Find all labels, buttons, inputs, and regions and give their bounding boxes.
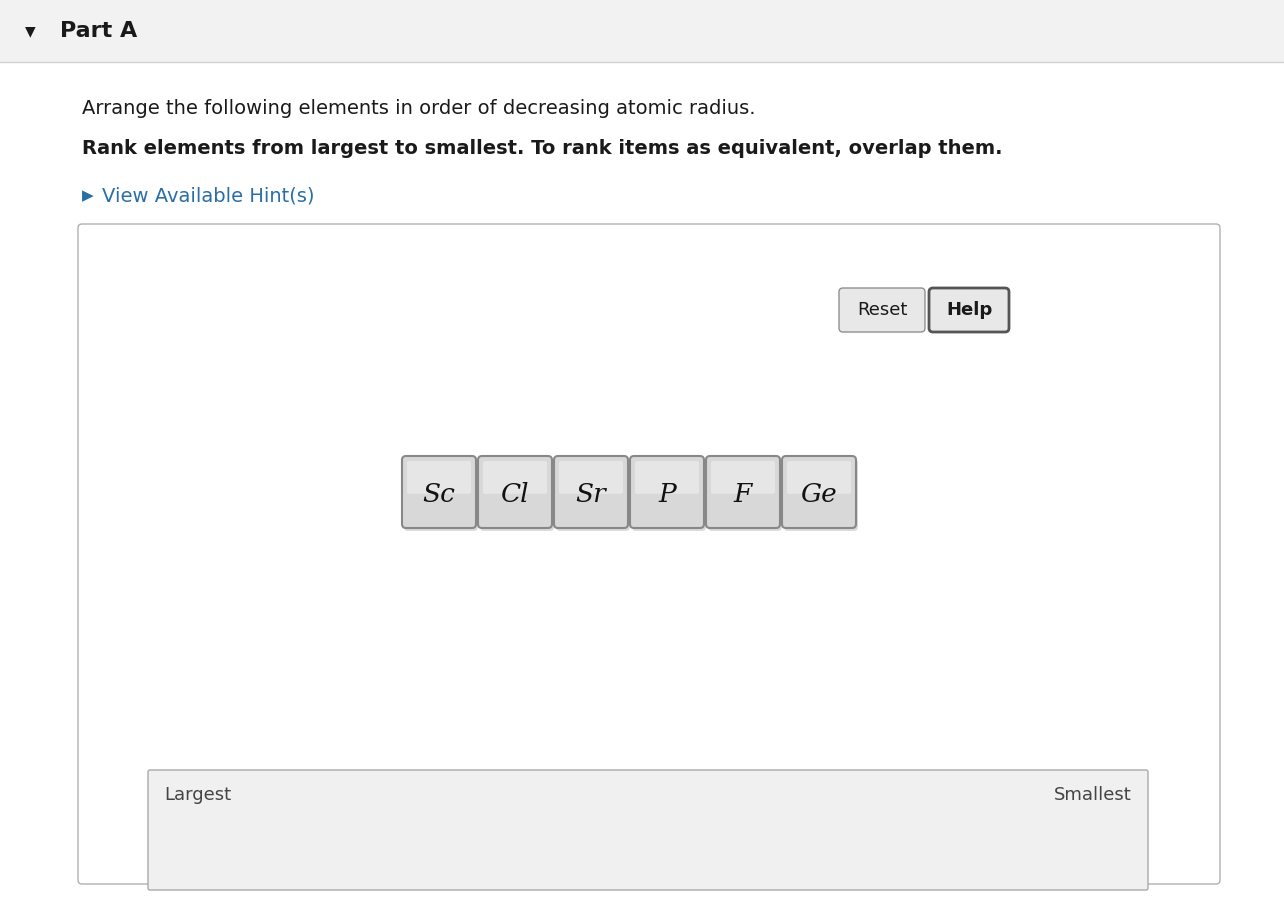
FancyBboxPatch shape	[782, 456, 856, 528]
Text: View Available Hint(s): View Available Hint(s)	[101, 186, 315, 205]
FancyBboxPatch shape	[483, 461, 547, 494]
FancyBboxPatch shape	[556, 459, 630, 531]
FancyBboxPatch shape	[706, 456, 779, 528]
FancyBboxPatch shape	[148, 770, 1148, 890]
FancyBboxPatch shape	[559, 461, 623, 494]
FancyBboxPatch shape	[553, 456, 628, 528]
FancyBboxPatch shape	[404, 459, 478, 531]
FancyBboxPatch shape	[930, 288, 1009, 332]
Text: F: F	[734, 482, 752, 507]
Text: Reset: Reset	[856, 301, 908, 319]
FancyBboxPatch shape	[630, 456, 704, 528]
FancyBboxPatch shape	[632, 459, 706, 531]
Text: Help: Help	[946, 301, 993, 319]
FancyBboxPatch shape	[636, 461, 698, 494]
Text: ▼: ▼	[24, 24, 36, 38]
FancyBboxPatch shape	[711, 461, 776, 494]
FancyBboxPatch shape	[480, 459, 553, 531]
FancyBboxPatch shape	[838, 288, 924, 332]
Text: Sc: Sc	[422, 482, 456, 507]
Text: Arrange the following elements in order of decreasing atomic radius.: Arrange the following elements in order …	[82, 98, 755, 118]
Text: Largest: Largest	[164, 786, 231, 804]
Text: Rank elements from largest to smallest. To rank items as equivalent, overlap the: Rank elements from largest to smallest. …	[82, 139, 1003, 158]
FancyBboxPatch shape	[78, 224, 1220, 884]
Text: P: P	[659, 482, 675, 507]
FancyBboxPatch shape	[785, 459, 858, 531]
FancyBboxPatch shape	[787, 461, 851, 494]
Text: Smallest: Smallest	[1054, 786, 1132, 804]
FancyBboxPatch shape	[478, 456, 552, 528]
FancyBboxPatch shape	[407, 461, 471, 494]
Text: Cl: Cl	[501, 482, 529, 507]
Text: Sr: Sr	[575, 482, 606, 507]
Bar	[0, 0, 1284, 62]
Text: Ge: Ge	[801, 482, 837, 507]
FancyBboxPatch shape	[402, 456, 476, 528]
Text: Part A: Part A	[60, 21, 137, 41]
FancyBboxPatch shape	[707, 459, 782, 531]
Text: ▶: ▶	[82, 188, 94, 203]
